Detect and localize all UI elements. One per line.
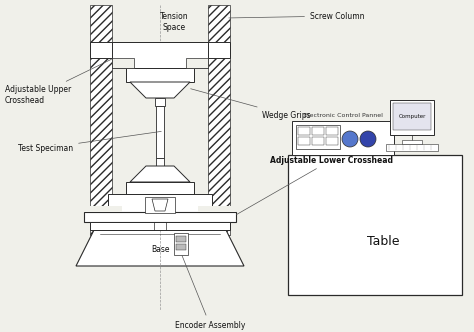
Bar [174,233,188,255]
Bar [156,158,164,166]
Circle shape [342,131,358,147]
Bar [90,222,230,230]
Bar [296,125,340,149]
Bar [298,137,310,145]
Text: Table: Table [367,235,400,248]
Bar [176,236,186,242]
Bar [108,194,212,212]
Polygon shape [112,58,134,68]
Text: Tension
Space: Tension Space [160,12,188,32]
Circle shape [360,131,376,147]
Text: Screw Column: Screw Column [229,12,365,21]
Bar [312,137,324,145]
Bar [145,197,175,213]
Bar [208,5,230,235]
Bar [126,182,194,194]
Bar [326,137,338,145]
Bar [84,212,236,222]
Polygon shape [84,206,122,212]
Text: Base: Base [151,245,169,255]
Bar [402,140,422,144]
Bar [292,121,394,155]
Polygon shape [198,206,236,212]
Bar [90,5,112,235]
Bar [90,42,230,58]
Bar [126,68,194,82]
Bar [176,244,186,250]
Text: Adjustable Upper
Crosshead: Adjustable Upper Crosshead [5,59,111,105]
Polygon shape [152,199,168,211]
Bar [112,42,208,68]
Text: Encoder Assembly: Encoder Assembly [175,256,245,329]
Polygon shape [76,230,244,266]
Text: Computer: Computer [398,114,426,119]
Text: Wedge Grips: Wedge Grips [191,89,310,120]
Bar [298,127,310,135]
Text: Adjustable Lower Crosshead: Adjustable Lower Crosshead [237,155,393,214]
Polygon shape [130,166,190,182]
Bar [155,98,165,106]
Bar [390,100,434,135]
Polygon shape [130,82,190,98]
Bar [156,106,164,158]
Bar [393,103,431,130]
Bar [326,127,338,135]
Text: Electronic Control Pannel: Electronic Control Pannel [303,113,383,118]
Bar [312,127,324,135]
Polygon shape [186,58,208,68]
Bar [386,144,438,151]
Bar [288,155,462,295]
Text: Test Speciman: Test Speciman [18,131,161,152]
